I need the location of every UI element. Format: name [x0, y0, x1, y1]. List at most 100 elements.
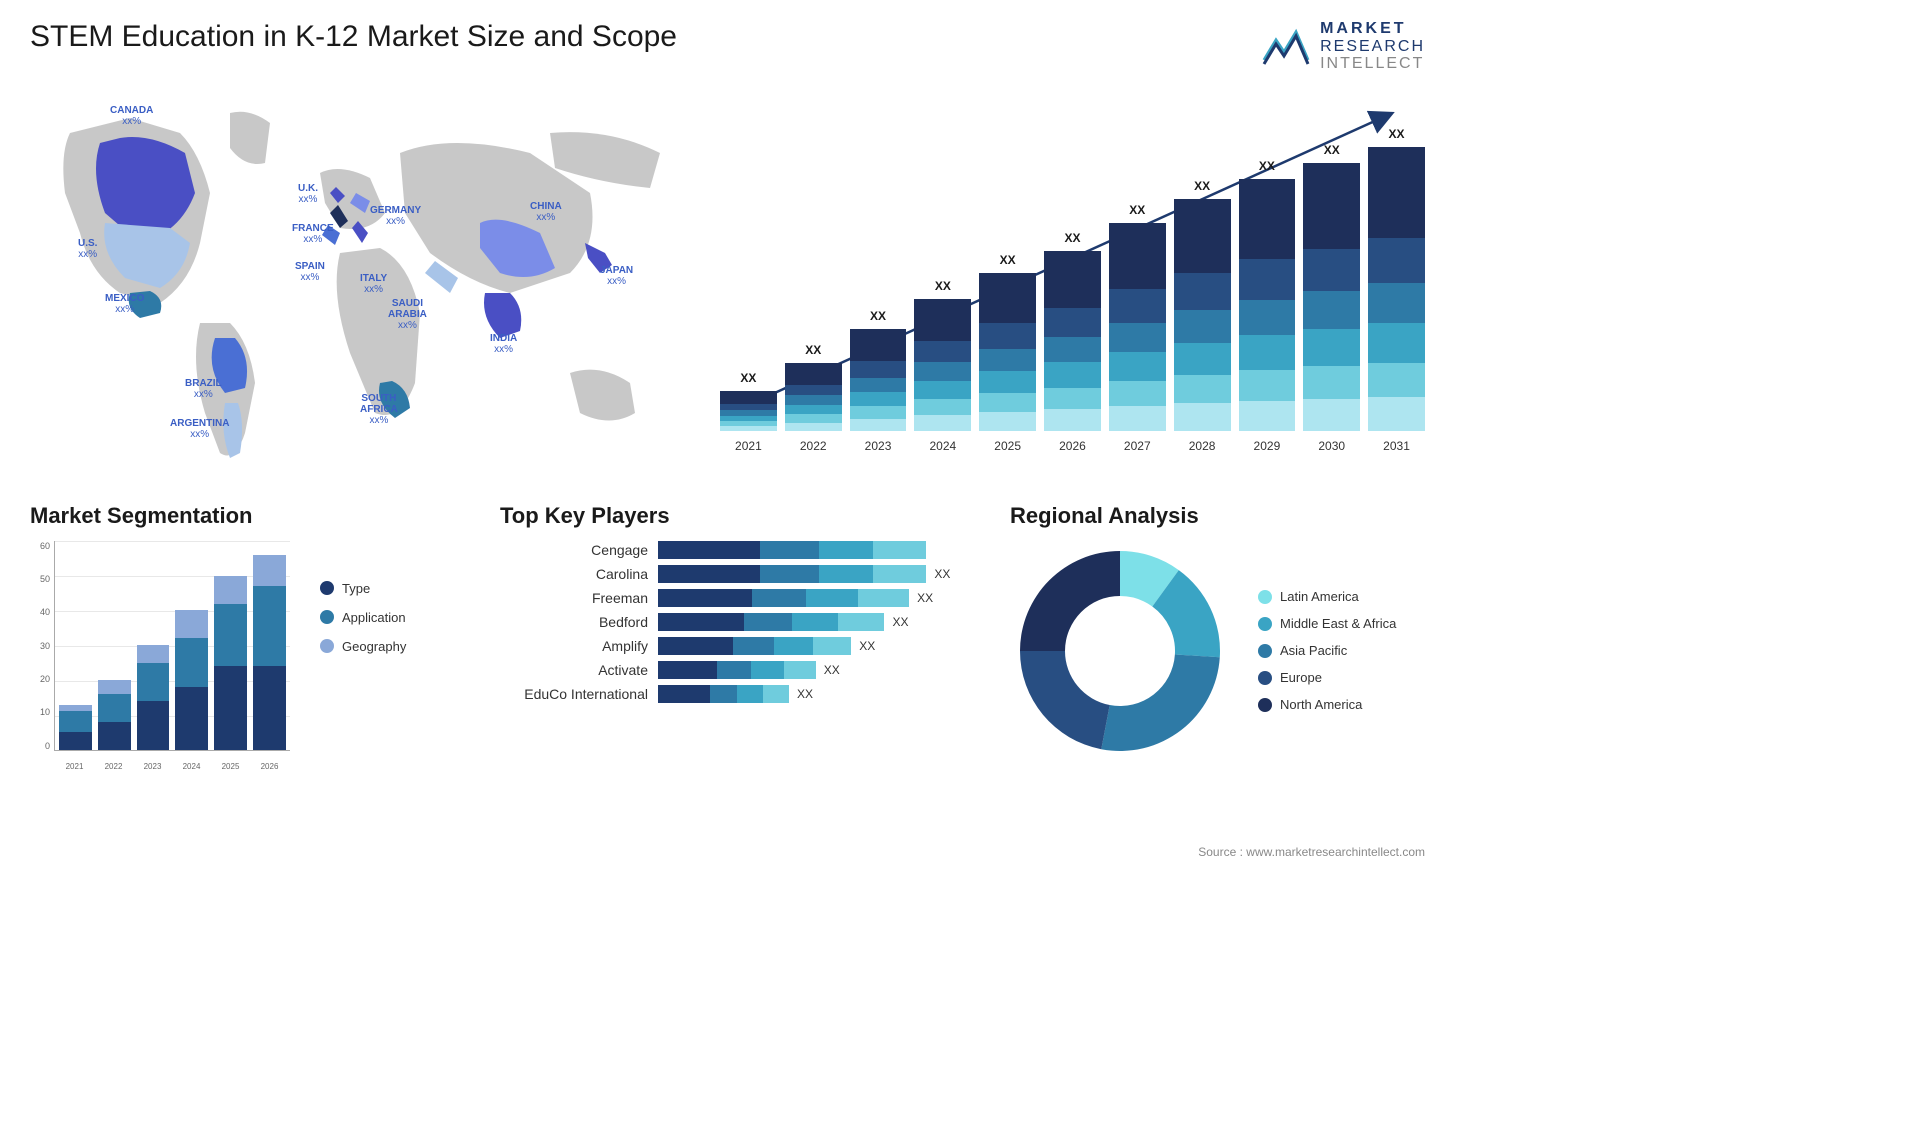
forecast-bar-label: XX — [1324, 143, 1340, 157]
map-label: JAPANxx% — [600, 265, 633, 287]
player-bar — [658, 661, 816, 679]
regional-donut — [1010, 541, 1230, 761]
seg-y-tick: 60 — [30, 541, 50, 551]
seg-x-label: 2021 — [58, 762, 91, 771]
forecast-bar-label: XX — [1389, 127, 1405, 141]
forecast-year-label: 2029 — [1254, 439, 1281, 453]
seg-bar — [59, 705, 92, 750]
forecast-year-label: 2028 — [1189, 439, 1216, 453]
brand-logo: MARKET RESEARCH INTELLECT — [1262, 20, 1425, 73]
forecast-bar-label: XX — [935, 279, 951, 293]
logo-line2: RESEARCH — [1320, 38, 1425, 56]
map-label: ARGENTINAxx% — [170, 418, 229, 440]
world-map: CANADAxx%U.S.xx%MEXICOxx%BRAZILxx%ARGENT… — [30, 93, 680, 473]
player-bar — [658, 637, 851, 655]
seg-legend-item: Type — [320, 581, 406, 596]
segmentation-panel: Market Segmentation 6050403020100 202120… — [30, 503, 470, 771]
player-bar — [658, 565, 926, 583]
forecast-bar: XX2022 — [785, 343, 842, 453]
page-title: STEM Education in K-12 Market Size and S… — [30, 20, 677, 54]
player-bar — [658, 613, 884, 631]
player-name: Carolina — [500, 566, 648, 582]
forecast-bar: XX 2023 — [850, 309, 907, 453]
seg-legend-item: Geography — [320, 639, 406, 654]
source-text: Source : www.marketresearchintellect.com — [1198, 845, 1425, 859]
seg-x-label: 2025 — [214, 762, 247, 771]
player-row: Bedford XX — [500, 613, 980, 631]
forecast-bar: XX2027 — [1109, 203, 1166, 453]
player-name: Bedford — [500, 614, 648, 630]
forecast-year-label: 2031 — [1383, 439, 1410, 453]
segmentation-legend: Type Application Geography — [320, 541, 406, 771]
region-legend-item: Europe — [1258, 670, 1396, 685]
seg-y-tick: 40 — [30, 607, 50, 617]
forecast-bar: XX2025 — [979, 253, 1036, 453]
forecast-bar-label: XX — [1064, 231, 1080, 245]
map-label: BRAZILxx% — [185, 378, 222, 400]
segmentation-title: Market Segmentation — [30, 503, 470, 529]
donut-slice — [1101, 654, 1220, 751]
forecast-bar-label: XX — [870, 309, 886, 323]
seg-x-label: 2026 — [253, 762, 286, 771]
seg-x-label: 2023 — [136, 762, 169, 771]
player-row: AmplifyXX — [500, 637, 980, 655]
player-row: CarolinaXX — [500, 565, 980, 583]
map-label: FRANCExx% — [292, 223, 334, 245]
forecast-bar: XX 2021 — [720, 371, 777, 453]
player-bar — [658, 541, 926, 559]
seg-y-tick: 30 — [30, 641, 50, 651]
logo-line3: INTELLECT — [1320, 55, 1425, 73]
forecast-bar: XX 2028 — [1174, 179, 1231, 453]
seg-legend-item: Application — [320, 610, 406, 625]
player-row: FreemanXX — [500, 589, 980, 607]
forecast-year-label: 2023 — [865, 439, 892, 453]
logo-icon — [1262, 26, 1310, 66]
forecast-chart: XX2021XX2022XX2023XX2024XX2025XX2026XX20… — [720, 93, 1425, 473]
player-name: Freeman — [500, 590, 648, 606]
seg-y-tick: 10 — [30, 707, 50, 717]
forecast-bar: XX2030 — [1303, 143, 1360, 453]
world-map-svg — [30, 93, 680, 473]
seg-y-tick: 50 — [30, 574, 50, 584]
seg-bar — [253, 555, 286, 750]
forecast-bar-label: XX — [1259, 159, 1275, 173]
forecast-bar-label: XX — [1194, 179, 1210, 193]
seg-bar — [137, 645, 170, 750]
forecast-bar: XX 2031 — [1368, 127, 1425, 453]
map-label: CANADAxx% — [110, 105, 153, 127]
player-name: Activate — [500, 662, 648, 678]
logo-line1: MARKET — [1320, 20, 1425, 38]
player-row: EduCo InternationalXX — [500, 685, 980, 703]
forecast-bar-label: XX — [1129, 203, 1145, 217]
player-value: XX — [859, 639, 875, 653]
map-label: SOUTHAFRICAxx% — [360, 393, 398, 426]
player-value: XX — [892, 615, 908, 629]
seg-x-label: 2022 — [97, 762, 130, 771]
players-title: Top Key Players — [500, 503, 980, 529]
forecast-bar: XX 2029 — [1239, 159, 1296, 453]
regional-panel: Regional Analysis Latin AmericaMiddle Ea… — [1010, 503, 1425, 771]
region-legend-item: Middle East & Africa — [1258, 616, 1396, 631]
donut-slice — [1020, 551, 1120, 651]
region-legend-item: Asia Pacific — [1258, 643, 1396, 658]
map-label: CHINAxx% — [530, 201, 562, 223]
seg-bar — [175, 610, 208, 749]
player-row: Cengage — [500, 541, 980, 559]
segmentation-chart: 6050403020100 202120222023202420252026 — [30, 541, 290, 771]
seg-x-label: 2024 — [175, 762, 208, 771]
seg-y-tick: 20 — [30, 674, 50, 684]
player-row: ActivateXX — [500, 661, 980, 679]
forecast-year-label: 2026 — [1059, 439, 1086, 453]
map-label: INDIAxx% — [490, 333, 517, 355]
forecast-bar: XX 2026 — [1044, 231, 1101, 453]
forecast-year-label: 2021 — [735, 439, 762, 453]
map-label: MEXICOxx% — [105, 293, 144, 315]
forecast-bar-label: XX — [740, 371, 756, 385]
map-label: U.K.xx% — [298, 183, 318, 205]
forecast-bar: XX2024 — [914, 279, 971, 453]
forecast-bar-label: XX — [1000, 253, 1016, 267]
map-label: GERMANYxx% — [370, 205, 421, 227]
seg-bar — [98, 680, 131, 750]
map-label: SAUDIARABIAxx% — [388, 298, 427, 331]
forecast-year-label: 2022 — [800, 439, 827, 453]
